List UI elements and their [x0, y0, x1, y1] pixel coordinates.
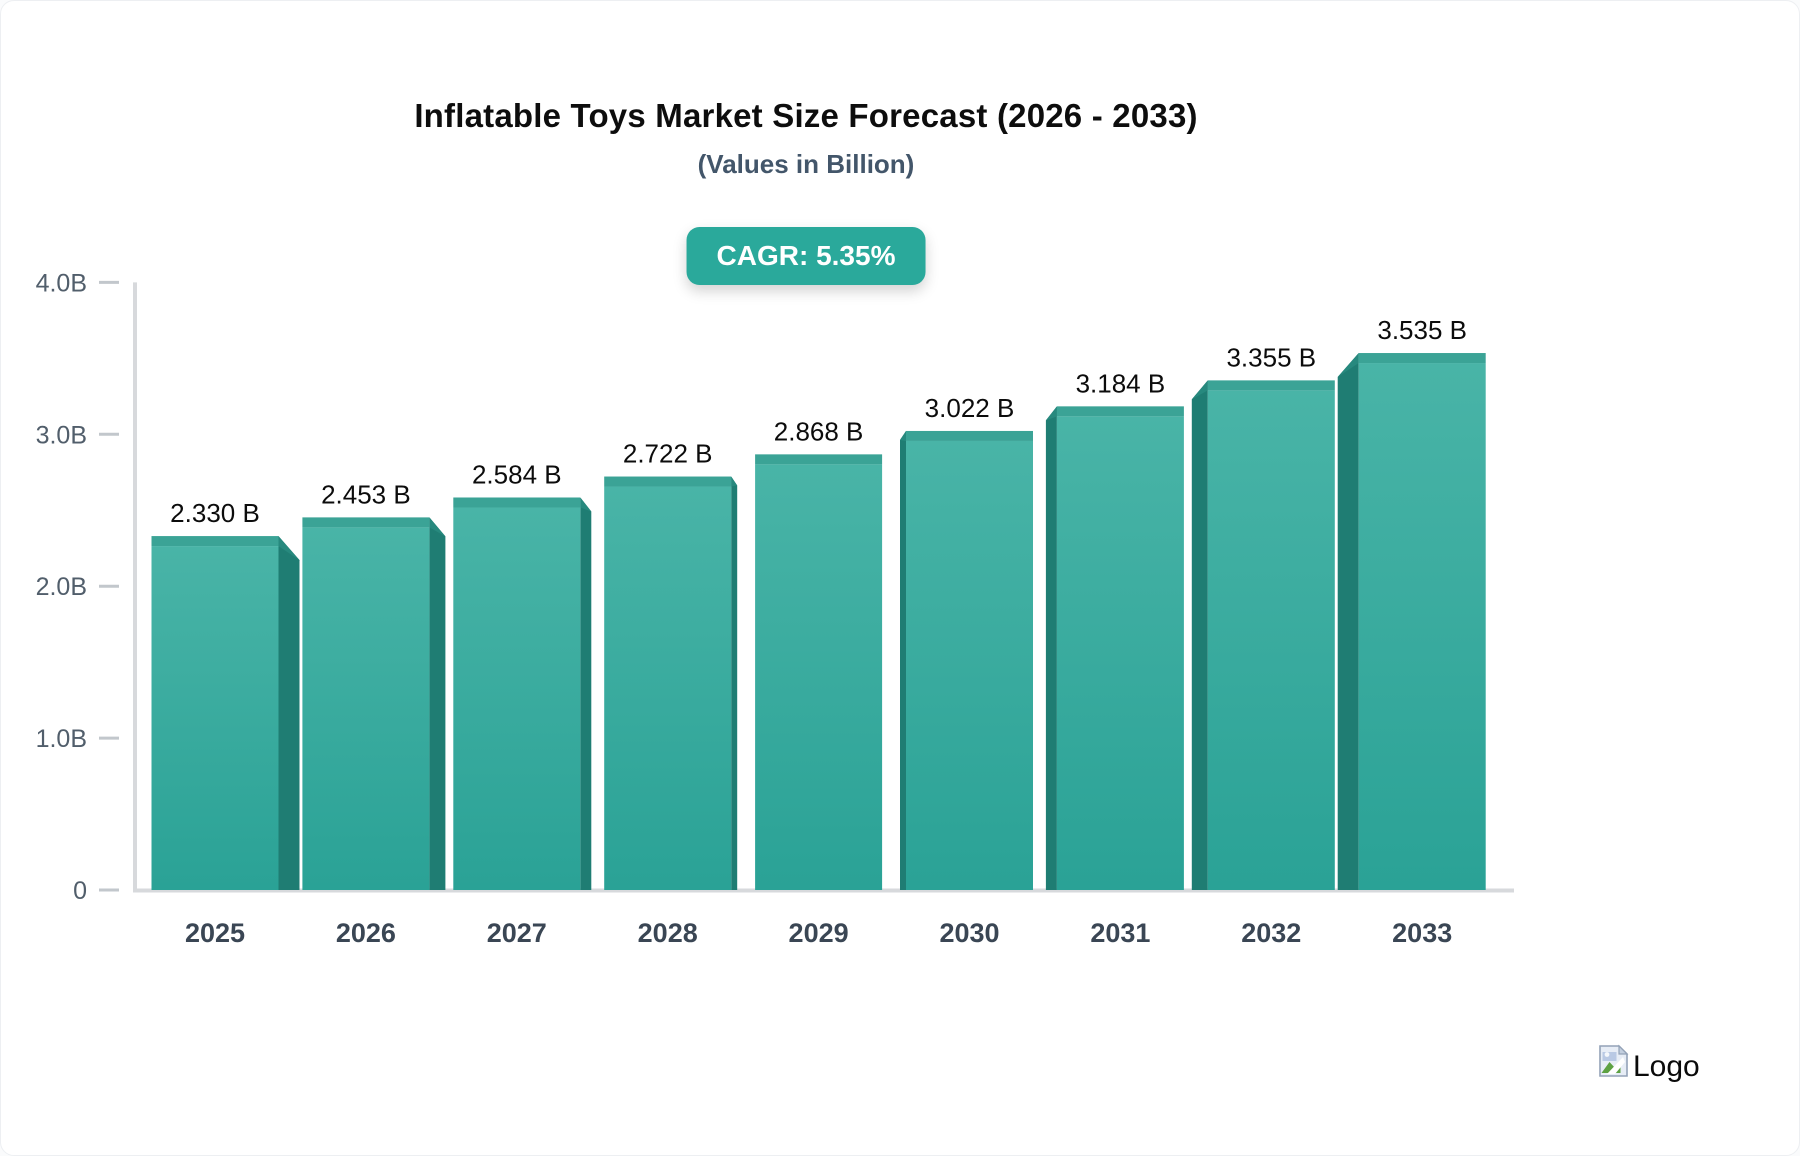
bar-front-face	[604, 486, 732, 890]
bar-bevel	[1191, 380, 1208, 400]
bar-top-face	[453, 497, 581, 508]
bar-top-face	[1358, 353, 1486, 364]
bar-value-label: 2.330 B	[170, 498, 260, 528]
bar-value-label: 2.868 B	[774, 416, 864, 446]
bar-top-face	[151, 536, 279, 547]
bar-front-face	[906, 440, 1033, 890]
bar-front-face	[302, 527, 430, 890]
bar-bevel	[1045, 406, 1057, 421]
chart-title: Inflatable Toys Market Size Forecast (20…	[414, 97, 1198, 134]
bar-bevel	[429, 517, 446, 537]
x-axis-label: 2025	[185, 918, 245, 948]
bar-top-face	[1056, 406, 1184, 417]
bar-side-face	[1191, 380, 1208, 890]
bar-side-face	[731, 476, 738, 890]
bar-top-face	[302, 517, 430, 528]
bar-2026[interactable]	[302, 517, 446, 890]
x-axis-label: 2032	[1241, 918, 1301, 948]
bar-front-face	[1358, 363, 1486, 890]
bar-2028[interactable]	[604, 476, 738, 890]
bar-value-label: 3.535 B	[1377, 315, 1467, 345]
bar-front-face	[755, 464, 883, 890]
y-tick-label: 1.0B	[36, 725, 87, 753]
bar-front-face	[453, 507, 581, 890]
x-axis-label: 2033	[1392, 918, 1452, 948]
logo: Logo	[1595, 1043, 1700, 1084]
bar-value-label: 3.355 B	[1226, 342, 1316, 372]
bar-front-face	[151, 546, 279, 890]
bar-side-face	[1045, 406, 1057, 890]
bar-bevel	[1337, 353, 1359, 378]
bar-top-face	[755, 454, 883, 465]
x-axis-label: 2028	[638, 918, 698, 948]
bar-side-face	[580, 497, 592, 890]
y-tick-label: 4.0B	[36, 269, 87, 297]
bar-front-face	[1056, 416, 1184, 890]
y-tick-label: 2.0B	[36, 573, 87, 601]
bar-top-face	[906, 430, 1033, 441]
bar-2031[interactable]	[1045, 406, 1184, 890]
broken-image-icon	[1595, 1043, 1631, 1084]
x-axis-label: 2029	[789, 918, 849, 948]
bar-2027[interactable]	[453, 497, 592, 890]
x-axis-label: 2031	[1090, 918, 1150, 948]
bar-bevel	[731, 476, 738, 487]
bar-side-face	[278, 536, 300, 890]
cagr-badge: CAGR: 5.35%	[686, 227, 926, 285]
bar-front-face	[1207, 390, 1335, 890]
bar-2030[interactable]	[900, 430, 1033, 890]
chart-subtitle: (Values in Billion)	[697, 149, 915, 179]
x-axis-label: 2030	[939, 918, 999, 948]
y-tick-label: 0	[73, 877, 87, 905]
bar-value-label: 2.584 B	[472, 459, 562, 489]
bar-bevel	[278, 536, 300, 561]
bar-bevel	[900, 430, 906, 441]
bar-side-face	[1337, 353, 1359, 890]
bar-2032[interactable]	[1191, 380, 1335, 890]
bar-2029[interactable]	[755, 454, 883, 890]
bar-2033[interactable]	[1337, 353, 1486, 890]
bar-top-face	[1207, 380, 1335, 391]
y-tick-label: 3.0B	[36, 421, 87, 449]
x-axis-label: 2027	[487, 918, 547, 948]
bar-top-face	[604, 476, 732, 487]
bar-value-label: 2.722 B	[623, 439, 713, 469]
bar-value-label: 2.453 B	[321, 479, 411, 509]
bar-bevel	[580, 497, 592, 512]
bar-value-label: 3.022 B	[925, 393, 1015, 423]
bar-value-label: 3.184 B	[1076, 368, 1166, 398]
bar-side-face	[900, 430, 906, 890]
bar-2025[interactable]	[151, 536, 300, 890]
x-axis-label: 2026	[336, 918, 396, 948]
logo-alt-text: Logo	[1633, 1050, 1700, 1083]
bar-side-face	[429, 517, 446, 890]
